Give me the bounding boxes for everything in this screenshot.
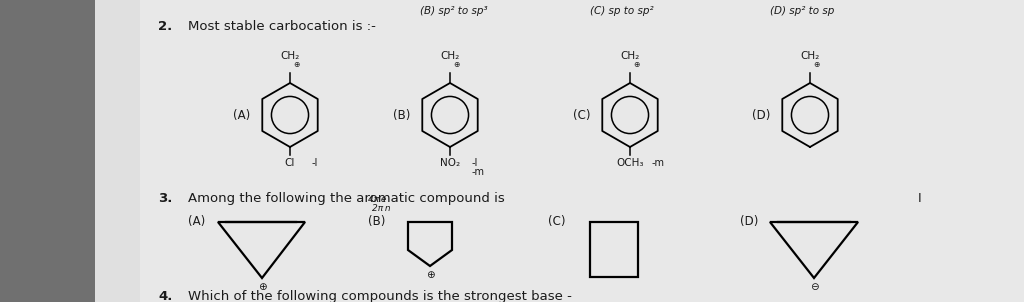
Text: (C) sp to sp²: (C) sp to sp²	[590, 6, 653, 16]
Text: (A): (A)	[232, 108, 250, 121]
Text: ⊕: ⊕	[293, 60, 299, 69]
Text: -m: -m	[472, 167, 485, 177]
Text: CH₂: CH₂	[621, 51, 640, 61]
Text: (C): (C)	[548, 215, 565, 228]
Text: Among the following the aromatic compound is: Among the following the aromatic compoun…	[188, 192, 505, 205]
Text: 2.: 2.	[158, 20, 172, 33]
Text: (A): (A)	[188, 215, 205, 228]
Text: ⊕: ⊕	[453, 60, 460, 69]
Text: OCH₃: OCH₃	[616, 158, 644, 168]
Text: Which of the following compounds is the strongest base -: Which of the following compounds is the …	[188, 290, 571, 302]
Text: -I: -I	[312, 158, 318, 168]
Text: (B): (B)	[368, 215, 385, 228]
Text: (D): (D)	[740, 215, 759, 228]
Text: ⊕: ⊕	[426, 270, 434, 280]
FancyBboxPatch shape	[0, 0, 95, 302]
Text: 4π e: 4π e	[368, 195, 386, 204]
Text: 4.: 4.	[158, 290, 172, 302]
Text: I: I	[919, 192, 922, 205]
FancyBboxPatch shape	[95, 0, 1024, 302]
Text: (D) sp² to sp: (D) sp² to sp	[770, 6, 835, 16]
Text: 2π n: 2π n	[372, 204, 390, 213]
Text: (C): (C)	[572, 108, 590, 121]
Text: Cl: Cl	[285, 158, 295, 168]
FancyBboxPatch shape	[140, 0, 1024, 302]
Text: (D): (D)	[752, 108, 770, 121]
Text: CH₂: CH₂	[440, 51, 460, 61]
Text: CH₂: CH₂	[281, 51, 300, 61]
Text: -m: -m	[652, 158, 665, 168]
Text: Most stable carbocation is :-: Most stable carbocation is :-	[188, 20, 376, 33]
Text: ⊕: ⊕	[258, 282, 266, 292]
Text: ⊖: ⊖	[810, 282, 818, 292]
Text: (B): (B)	[392, 108, 410, 121]
Text: 3.: 3.	[158, 192, 172, 205]
Text: CH₂: CH₂	[801, 51, 819, 61]
Text: ⊕: ⊕	[813, 60, 819, 69]
Text: (B) sp² to sp³: (B) sp² to sp³	[420, 6, 487, 16]
Text: ⊕: ⊕	[633, 60, 639, 69]
Text: -I: -I	[472, 158, 478, 168]
Text: NO₂: NO₂	[440, 158, 460, 168]
